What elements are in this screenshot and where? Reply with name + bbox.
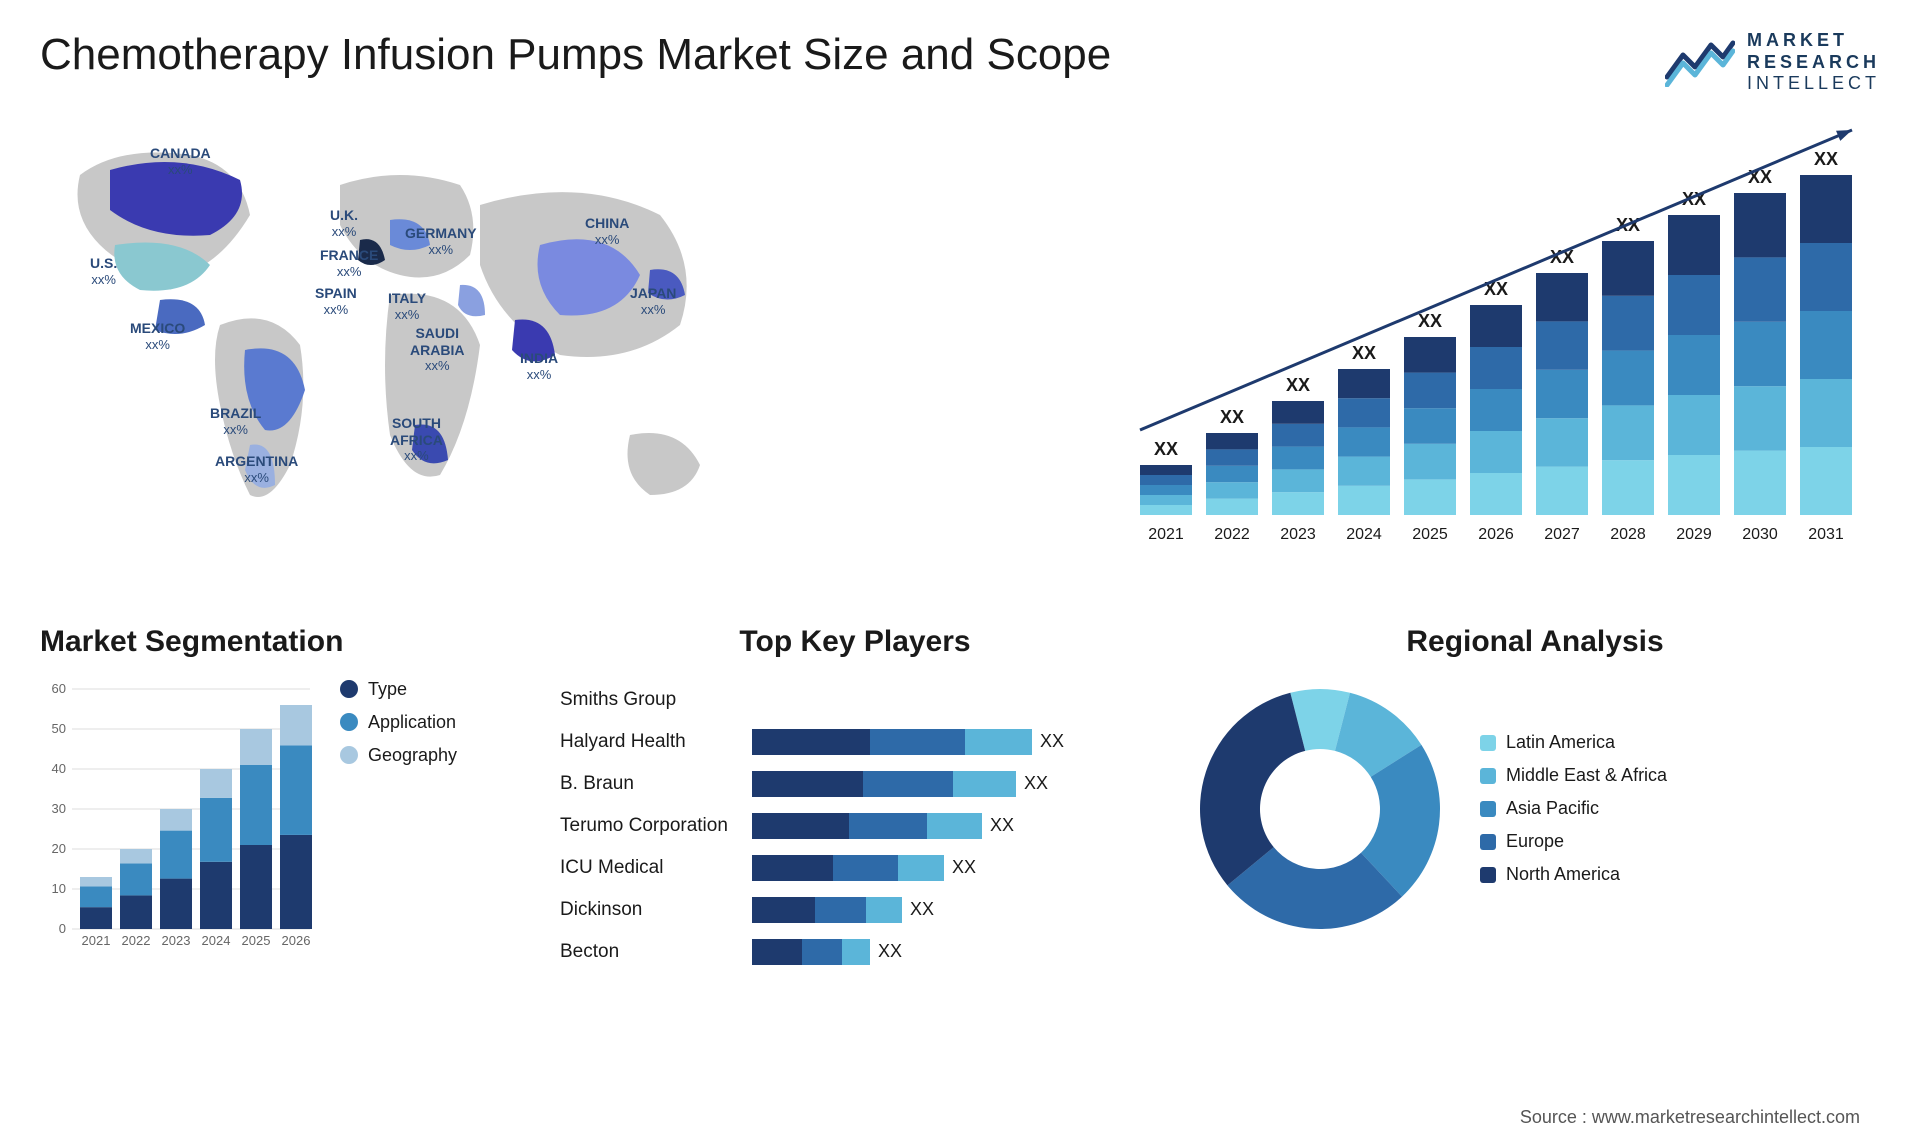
svg-text:XX: XX [1154,439,1178,459]
world-map: CANADAxx% U.S.xx% MEXICOxx% BRAZILxx% ARGENT… [40,125,1060,565]
players-row: Smiths Group [560,679,1150,721]
players-row: Halyard Health XX [560,721,1150,763]
svg-text:2026: 2026 [282,933,311,948]
players-bar [752,813,982,839]
players-label: B. Braun [560,773,740,795]
legend-item: Asia Pacific [1480,798,1667,819]
legend-item: Application [340,712,457,733]
map-label: ARGENTINAxx% [215,453,298,485]
players-label: Becton [560,941,740,963]
map-label: JAPANxx% [630,285,676,317]
svg-text:2021: 2021 [82,933,111,948]
svg-text:2022: 2022 [1214,526,1250,543]
svg-text:2025: 2025 [1412,526,1448,543]
svg-text:2027: 2027 [1544,526,1580,543]
regional-legend: Latin America Middle East & Africa Asia Pa… [1480,732,1667,885]
players-label: Smiths Group [560,689,740,711]
map-label: GERMANYxx% [405,225,477,257]
svg-text:2030: 2030 [1742,526,1778,543]
svg-text:XX: XX [1286,375,1310,395]
svg-text:2021: 2021 [1148,526,1184,543]
players-bar [752,729,1032,755]
map-label: U.S.xx% [90,255,117,287]
legend-item: Type [340,679,457,700]
svg-text:40: 40 [52,761,66,776]
svg-text:2025: 2025 [242,933,271,948]
players-label: Terumo Corporation [560,815,740,837]
players-row: Dickinson XX [560,889,1150,931]
legend-item: Europe [1480,831,1667,852]
svg-text:50: 50 [52,721,66,736]
players-value: XX [878,941,902,962]
svg-text:20: 20 [52,841,66,856]
players-bar [752,855,944,881]
players-label: Dickinson [560,899,740,921]
legend-item: Latin America [1480,732,1667,753]
map-label: U.K.xx% [330,207,358,239]
players-bar [752,897,902,923]
logo-line2: RESEARCH [1747,52,1880,74]
players-row: ICU Medical XX [560,847,1150,889]
svg-text:2024: 2024 [202,933,231,948]
map-label: ITALYxx% [388,290,426,322]
map-label: INDIAxx% [520,350,558,382]
logo: MARKET RESEARCH INTELLECT [1665,30,1880,95]
map-label: SAUDIARABIAxx% [410,325,464,374]
map-label: MEXICOxx% [130,320,185,352]
players-row: B. Braun XX [560,763,1150,805]
svg-text:XX: XX [1814,149,1838,169]
svg-text:2031: 2031 [1808,526,1844,543]
page-title: Chemotherapy Infusion Pumps Market Size … [40,30,1111,80]
players-row: Terumo Corporation XX [560,805,1150,847]
players-title: Top Key Players [560,625,1150,659]
segmentation-legend: Type Application Geography [340,679,457,959]
svg-text:2024: 2024 [1346,526,1382,543]
players-bar [752,771,1016,797]
svg-text:2029: 2029 [1676,526,1712,543]
svg-text:2023: 2023 [162,933,191,948]
players-value: XX [910,899,934,920]
map-label: FRANCExx% [320,247,378,279]
map-label: CHINAxx% [585,215,629,247]
players-chart: Smiths GroupHalyard HealthXXB. BraunXXTe… [560,679,1150,973]
regional-donut [1190,679,1450,939]
svg-text:XX: XX [1418,311,1442,331]
svg-text:2022: 2022 [122,933,151,948]
forecast-chart: XX2021XX2022XX2023XX2024XX2025XX2026XX20… [1120,125,1880,565]
logo-line1: MARKET [1747,30,1880,52]
legend-item: Middle East & Africa [1480,765,1667,786]
svg-text:30: 30 [52,801,66,816]
svg-text:XX: XX [1220,407,1244,427]
logo-icon [1665,37,1735,87]
segmentation-title: Market Segmentation [40,625,520,659]
svg-text:2028: 2028 [1610,526,1646,543]
players-value: XX [1024,773,1048,794]
players-value: XX [990,815,1014,836]
players-bar [752,939,870,965]
svg-text:2023: 2023 [1280,526,1316,543]
regional-title: Regional Analysis [1190,625,1880,659]
map-label: SPAINxx% [315,285,357,317]
svg-text:2026: 2026 [1478,526,1514,543]
legend-item: Geography [340,745,457,766]
players-value: XX [952,857,976,878]
players-row: Becton XX [560,931,1150,973]
map-label: SOUTHAFRICAxx% [390,415,443,464]
segmentation-chart: 0 10 20 30 40 50 60 2021 2022 2023 2024 2025 2026 [40,679,320,959]
source-text: Source : www.marketresearchintellect.com [1520,1107,1860,1128]
players-label: ICU Medical [560,857,740,879]
players-value: XX [1040,731,1064,752]
svg-text:60: 60 [52,681,66,696]
svg-text:0: 0 [59,921,66,936]
svg-text:10: 10 [52,881,66,896]
forecast-bars: XX2021XX2022XX2023XX2024XX2025XX2026XX20… [1120,125,1880,565]
logo-line3: INTELLECT [1747,73,1880,95]
players-label: Halyard Health [560,731,740,753]
map-label: CANADAxx% [150,145,211,177]
map-label: BRAZILxx% [210,405,261,437]
svg-text:XX: XX [1352,343,1376,363]
legend-item: North America [1480,864,1667,885]
